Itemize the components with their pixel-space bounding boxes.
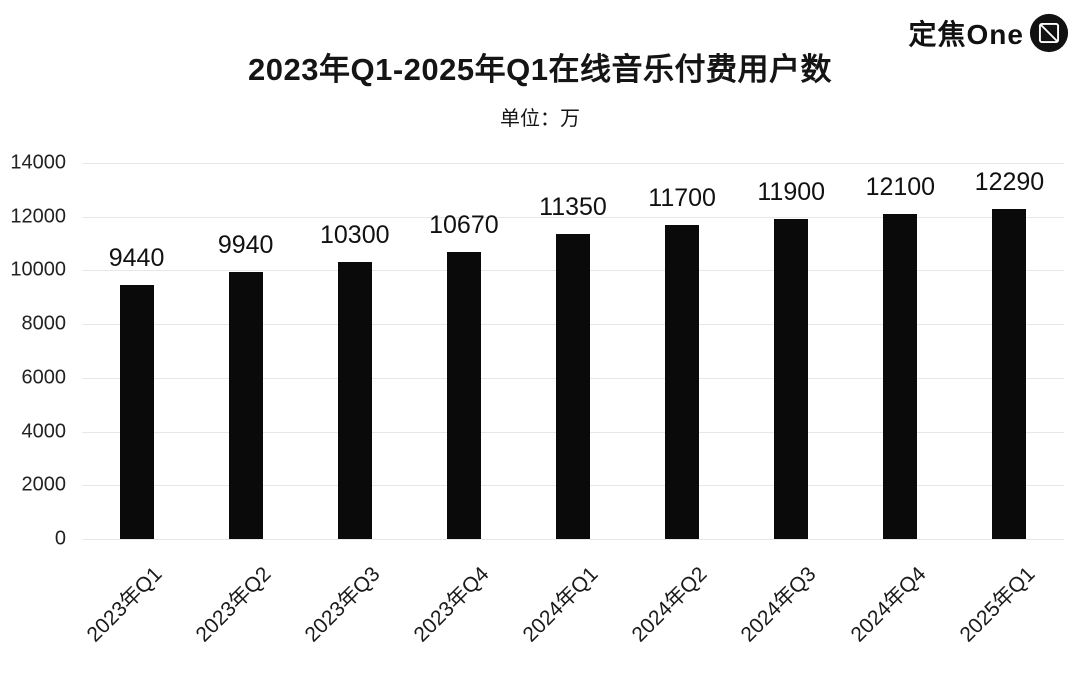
chart-title: 2023年Q1-2025年Q1在线音乐付费用户数	[248, 52, 832, 87]
y-axis-tick-label: 10000	[10, 258, 66, 281]
x-axis-tick-label: 2023年Q3	[300, 562, 385, 647]
bar	[228, 272, 263, 539]
bar-value-label: 9440	[108, 244, 165, 273]
y-axis-tick-label: 14000	[10, 151, 66, 174]
bar	[774, 219, 809, 539]
bar-chart-plot: 0 2000 4000 6000 8000 10000 12000 14000 9440 2023…	[10, 152, 1064, 646]
y-axis-tick-label: 4000	[21, 420, 67, 443]
bar-value-label: 11700	[648, 183, 716, 212]
bar-value-label: 10670	[429, 211, 499, 240]
bar-value-label: 11900	[757, 178, 826, 207]
x-axis-tick-label: 2023年Q2	[191, 562, 276, 647]
bar	[665, 224, 700, 539]
bar	[556, 234, 590, 539]
y-axis-tick-label: 2000	[21, 473, 67, 496]
bar	[883, 214, 918, 539]
gridline	[82, 216, 1064, 218]
x-axis-tick-label: 2024年Q1	[518, 562, 603, 647]
y-axis-tick-label: 6000	[21, 366, 67, 389]
x-axis-tick-label: 2024年Q4	[846, 562, 931, 647]
bar	[992, 208, 1027, 539]
brand-logo: 定焦One	[909, 12, 1070, 54]
focus-logo-icon	[1029, 13, 1069, 53]
bar-value-label: 12100	[865, 173, 936, 202]
bar	[119, 285, 154, 539]
x-axis-tick-label: 2023年Q4	[409, 562, 494, 647]
x-axis-tick-label: 2025年Q1	[955, 562, 1040, 647]
bar-value-label: 11350	[539, 193, 607, 222]
bar	[337, 262, 372, 539]
x-axis-tick-label: 2024年Q2	[627, 562, 712, 647]
gridline	[82, 539, 1064, 540]
x-axis-tick-label: 2024年Q3	[737, 562, 822, 647]
y-axis-tick-label: 8000	[21, 312, 67, 335]
bar-value-label: 12290	[974, 167, 1045, 196]
y-axis-tick-label: 0	[54, 527, 66, 550]
chart-unit-label: 单位：万	[500, 108, 580, 130]
bar	[446, 252, 481, 539]
x-axis-tick-label: 2023年Q1	[82, 562, 167, 647]
bar-value-label: 9940	[217, 231, 274, 260]
y-axis-tick-label: 12000	[10, 205, 66, 228]
brand-logo-text: 定焦One	[908, 19, 1024, 50]
bar-value-label: 10300	[320, 221, 390, 250]
gridline	[82, 163, 1064, 164]
